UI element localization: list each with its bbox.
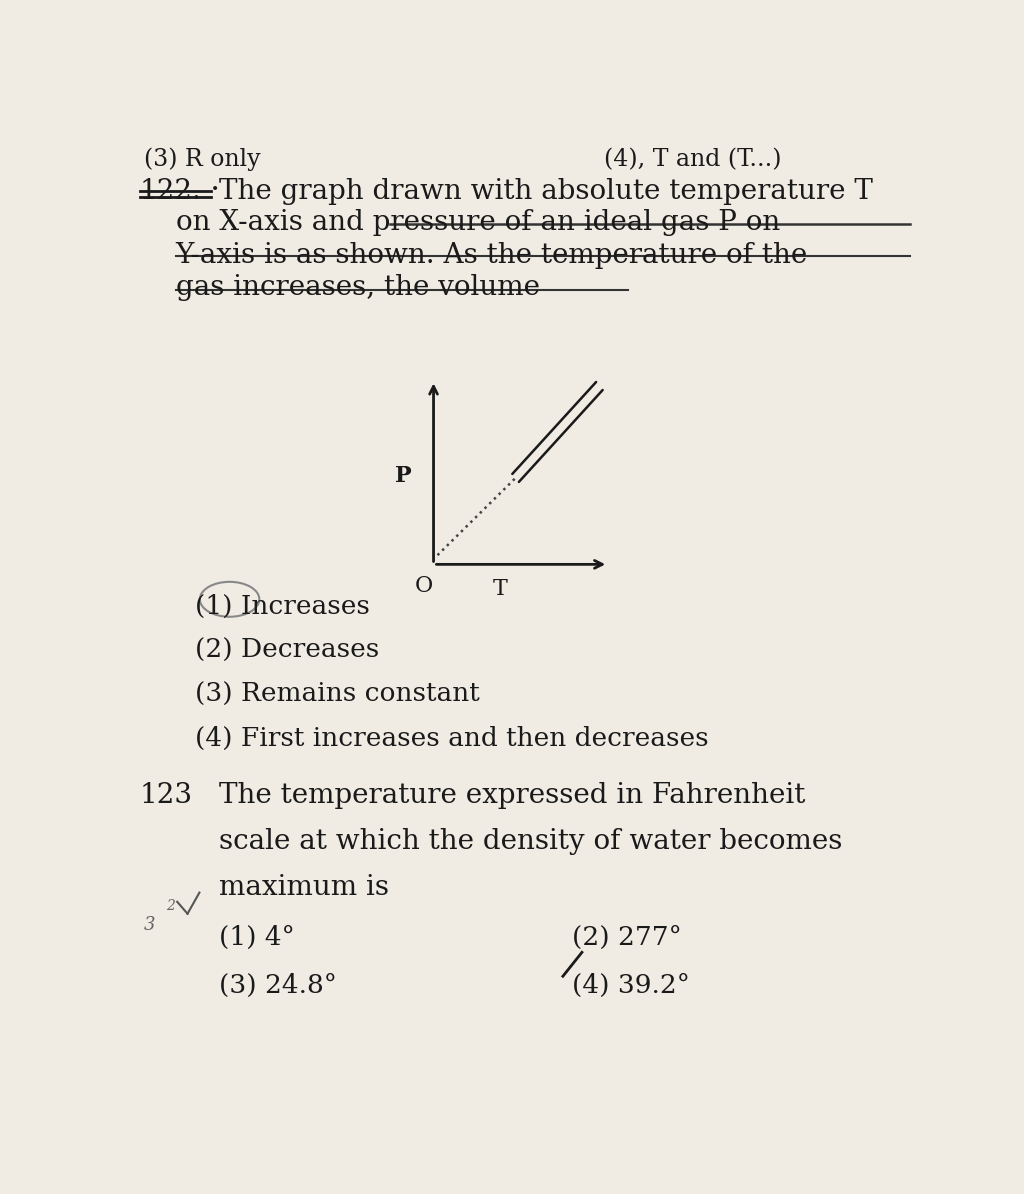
Text: P: P — [395, 466, 412, 487]
Text: (4) 39.2°: (4) 39.2° — [572, 973, 690, 997]
Text: (4) First increases and then decreases: (4) First increases and then decreases — [196, 726, 709, 751]
Text: maximum is: maximum is — [219, 874, 389, 901]
Text: (3) R only: (3) R only — [143, 148, 260, 172]
Text: (4), T and (T...): (4), T and (T...) — [604, 148, 781, 171]
Text: gas increases, the volume: gas increases, the volume — [176, 273, 540, 301]
Text: The graph drawn with absolute temperature T: The graph drawn with absolute temperatur… — [219, 178, 873, 205]
Text: (3) 24.8°: (3) 24.8° — [219, 973, 337, 997]
Text: T: T — [493, 578, 507, 601]
Text: 2: 2 — [166, 899, 175, 913]
Text: (1) 4°: (1) 4° — [219, 924, 295, 949]
Text: 122.: 122. — [140, 178, 202, 205]
Text: O: O — [415, 576, 433, 597]
Text: (1) Increases: (1) Increases — [196, 593, 371, 618]
Text: The temperature expressed in Fahrenheit: The temperature expressed in Fahrenheit — [219, 782, 806, 810]
Text: Y-axis is as shown. As the temperature of the: Y-axis is as shown. As the temperature o… — [176, 241, 808, 269]
Text: scale at which the density of water becomes: scale at which the density of water beco… — [219, 829, 843, 855]
Text: (2) 277°: (2) 277° — [572, 924, 682, 949]
Text: •: • — [211, 181, 219, 196]
Text: 3: 3 — [143, 916, 156, 934]
Text: (2) Decreases: (2) Decreases — [196, 638, 380, 663]
Text: 123: 123 — [140, 782, 193, 810]
Text: (3) Remains constant: (3) Remains constant — [196, 682, 480, 707]
Text: on X-axis and pressure of an ideal gas P on: on X-axis and pressure of an ideal gas P… — [176, 209, 780, 236]
